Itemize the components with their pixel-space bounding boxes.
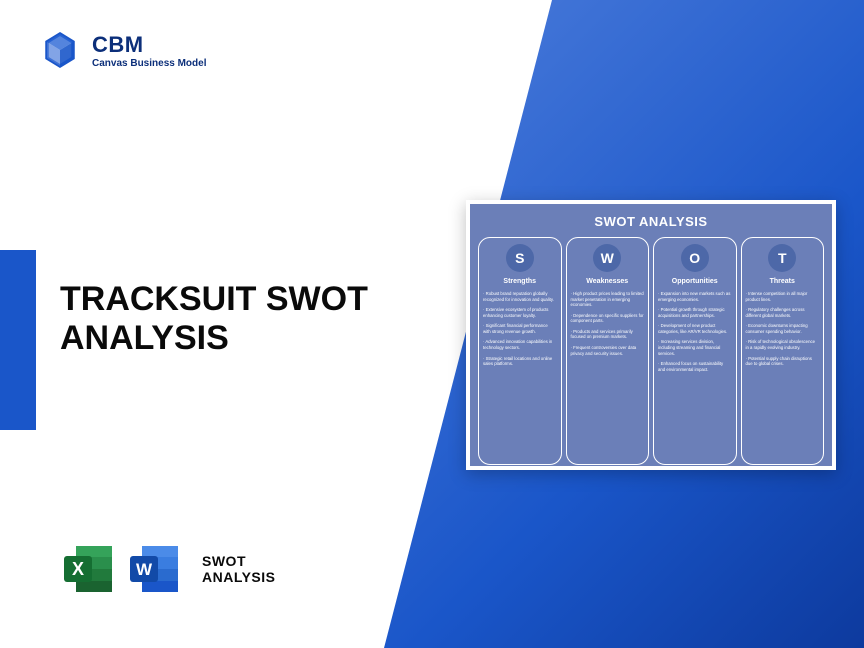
swot-columns: S Strengths · Robust brand reputation gl… (478, 237, 824, 465)
swot-item: · Dependence on specific suppliers for c… (571, 313, 645, 324)
swot-item: · Frequent controversies over data priva… (571, 345, 645, 356)
excel-icon: X (60, 540, 118, 598)
swot-col-strengths: S Strengths · Robust brand reputation gl… (478, 237, 562, 465)
swot-item: · Expansion into new markets such as eme… (658, 291, 732, 302)
svg-text:X: X (72, 559, 84, 579)
logo-subtitle: Canvas Business Model (92, 58, 206, 69)
word-icon: W (126, 540, 184, 598)
swot-item: · High product prices leading to limited… (571, 291, 645, 308)
swot-item: · Development of new product categories,… (658, 323, 732, 334)
left-accent-bar (0, 250, 36, 430)
logo-title: CBM (92, 32, 206, 58)
swot-letter-w: W (593, 244, 621, 272)
swot-letter-t: T (768, 244, 796, 272)
svg-text:W: W (136, 560, 153, 579)
swot-item: · Intense competition in all major produ… (746, 291, 820, 302)
logo-area: CBM Canvas Business Model (40, 30, 206, 70)
swot-item: · Economic downturns impacting consumer … (746, 323, 820, 334)
page-title: TRACKSUIT SWOT ANALYSIS (60, 280, 410, 358)
bottom-label-line2: ANALYSIS (202, 569, 276, 585)
swot-letter-s: S (506, 244, 534, 272)
swot-item: · Extensive ecosystem of products enhanc… (483, 307, 557, 318)
swot-label-threats: Threats (770, 278, 795, 285)
cbm-logo-icon (40, 30, 80, 70)
swot-panel-title: SWOT ANALYSIS (478, 214, 824, 229)
swot-item: · Enhanced focus on sustainability and e… (658, 361, 732, 372)
swot-col-threats: T Threats · Intense competition in all m… (741, 237, 825, 465)
swot-col-opportunities: O Opportunities · Expansion into new mar… (653, 237, 737, 465)
swot-item: · Potential growth through strategic acq… (658, 307, 732, 318)
swot-col-weaknesses: W Weaknesses · High product prices leadi… (566, 237, 650, 465)
swot-letter-o: O (681, 244, 709, 272)
swot-item: · Products and services primarily focuse… (571, 329, 645, 340)
swot-label-weaknesses: Weaknesses (586, 278, 628, 285)
bottom-label-line1: SWOT (202, 553, 276, 569)
swot-item: · Significant financial performance with… (483, 323, 557, 334)
swot-item: · Risk of technological obsolescence in … (746, 339, 820, 350)
swot-item: · Potential supply chain disruptions due… (746, 356, 820, 367)
swot-item: · Strategic retail locations and online … (483, 356, 557, 367)
swot-panel: SWOT ANALYSIS S Strengths · Robust brand… (466, 200, 836, 470)
bottom-icons: X W SWOT ANALYSIS (60, 540, 276, 598)
swot-label-opportunities: Opportunities (672, 278, 718, 285)
swot-item: · Regulatory challenges across different… (746, 307, 820, 318)
swot-item: · Advanced innovation capabilities in te… (483, 339, 557, 350)
swot-label-strengths: Strengths (503, 278, 536, 285)
swot-item: · Increasing services division, includin… (658, 339, 732, 356)
swot-item: · Robust brand reputation globally recog… (483, 291, 557, 302)
